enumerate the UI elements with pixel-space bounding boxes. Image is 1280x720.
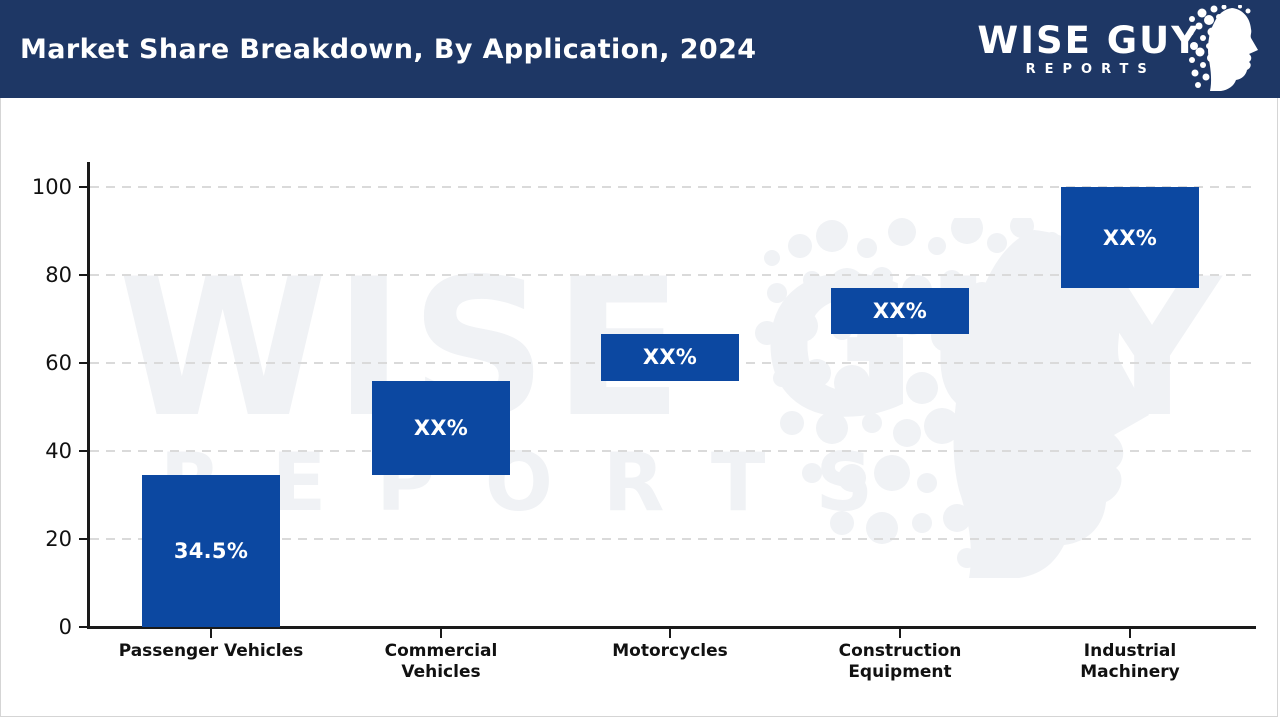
x-axis-label: Motorcycles [612, 641, 728, 661]
y-tick-mark [79, 186, 88, 188]
y-tick-label: 80 [45, 263, 72, 287]
x-axis-label: Passenger Vehicles [118, 641, 304, 661]
logo-wiseguy-text: WISE GUY [977, 19, 1200, 62]
bar: XX% [831, 288, 969, 335]
bar: 34.5% [142, 475, 280, 627]
y-tick-label: 0 [58, 615, 72, 639]
bar: XX% [372, 380, 510, 476]
y-gridline [90, 186, 1256, 188]
x-tick-mark [1129, 629, 1131, 638]
y-tick-label: 20 [45, 527, 72, 551]
y-tick-mark [79, 538, 88, 540]
y-tick-mark [79, 362, 88, 364]
bar-value-label: XX% [413, 415, 469, 440]
brand-logo: WISE GUY REPORTS [977, 5, 1260, 93]
bar-value-label: XX% [1102, 225, 1158, 250]
y-gridline [90, 450, 1256, 452]
x-tick-mark [899, 629, 901, 638]
y-tick-mark [79, 274, 88, 276]
y-tick-label: 40 [45, 439, 72, 463]
page-title: Market Share Breakdown, By Application, … [20, 33, 757, 65]
x-axis-label: Industrial Machinery [1080, 641, 1180, 683]
app-header: Market Share Breakdown, By Application, … [0, 0, 1280, 98]
bar: XX% [1061, 187, 1199, 289]
y-tick-mark [79, 626, 88, 628]
x-tick-mark [210, 629, 212, 638]
bar-value-label: XX% [642, 345, 698, 370]
x-axis-label: Commercial Vehicles [384, 641, 498, 683]
y-axis-line [87, 162, 90, 629]
logo-head-icon [1188, 5, 1258, 91]
y-gridline [90, 274, 1256, 276]
logo-reports-text: REPORTS [1025, 62, 1156, 77]
bar: XX% [601, 334, 739, 381]
y-gridline [90, 538, 1256, 540]
brand-logo-text: WISE GUY REPORTS [977, 22, 1200, 76]
y-tick-mark [79, 450, 88, 452]
y-tick-label: 100 [31, 175, 72, 199]
x-tick-mark [669, 629, 671, 638]
x-axis-label: Construction Equipment [838, 641, 962, 683]
bar-value-label: 34.5% [173, 539, 249, 564]
x-axis-line [87, 626, 1256, 629]
bar-value-label: XX% [872, 299, 928, 324]
y-tick-label: 60 [45, 351, 72, 375]
x-tick-mark [440, 629, 442, 638]
